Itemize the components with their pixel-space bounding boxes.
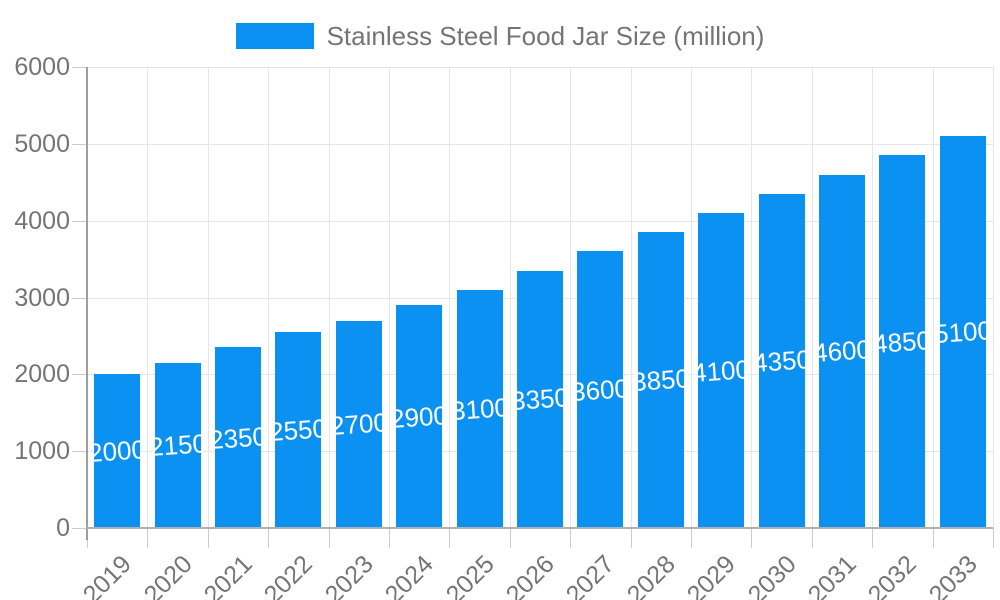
v-gridline (208, 67, 209, 528)
x-axis-label-text: 2023 (319, 550, 379, 600)
v-gridline (691, 67, 692, 528)
bar-value-label: 2700 (328, 407, 389, 442)
x-axis-label-text: 2025 (440, 550, 500, 600)
bar-value-label: 5100 (932, 315, 993, 350)
legend-swatch (235, 23, 314, 49)
legend[interactable]: Stainless Steel Food Jar Size (million) (0, 20, 1000, 52)
v-gridline (933, 67, 934, 528)
x-axis-label-text: 2028 (621, 550, 681, 600)
bar-value-label: 4600 (812, 334, 872, 369)
bar-2030[interactable]: 4350 (752, 193, 811, 528)
bar-value-label: 2550 (268, 413, 329, 448)
bar-2033[interactable]: 5100 (933, 136, 993, 528)
x-axis-label-text: 2033 (923, 550, 983, 600)
x-axis-tick (812, 528, 813, 548)
bar-value-label: 2150 (147, 428, 208, 463)
bar-2031[interactable]: 4600 (812, 174, 872, 528)
bar-value-label: 3350 (510, 382, 570, 417)
y-axis-tick (72, 67, 87, 68)
v-gridline (510, 67, 511, 528)
h-gridline (87, 144, 993, 145)
bar-2022[interactable]: 2550 (268, 332, 328, 528)
x-axis-tick (691, 528, 692, 548)
x-axis-label-text: 2021 (198, 550, 258, 600)
bar-2019[interactable]: 2000 (87, 374, 147, 528)
y-axis-line (86, 67, 88, 540)
x-axis-tick (449, 528, 450, 548)
y-axis-tick (72, 374, 87, 375)
bar-2032[interactable]: 4850 (872, 155, 932, 528)
bar-2025[interactable]: 3100 (450, 289, 509, 528)
x-axis-label-text: 2019 (77, 550, 137, 600)
x-axis-tick (510, 528, 511, 548)
v-gridline (570, 67, 571, 528)
bar-2027[interactable]: 3600 (570, 251, 630, 528)
bar-2020[interactable]: 2150 (148, 362, 207, 528)
x-axis-tick (570, 528, 571, 548)
x-axis-label-text: 2026 (500, 550, 560, 600)
y-axis-label: 2000 (14, 360, 70, 388)
y-axis-label: 1000 (14, 437, 70, 465)
y-axis-tick (72, 221, 87, 222)
y-axis-label: 5000 (14, 130, 70, 158)
x-axis-label-text: 2032 (863, 550, 923, 600)
v-gridline (631, 67, 632, 528)
legend-label: Stainless Steel Food Jar Size (million) (326, 20, 765, 51)
bar-2021[interactable]: 2350 (208, 347, 268, 528)
y-axis-label: 0 (56, 514, 70, 542)
y-axis-label: 4000 (14, 207, 70, 235)
v-gridline (147, 67, 148, 528)
bar-2029[interactable]: 4100 (691, 213, 751, 528)
x-axis-label-text: 2030 (742, 550, 802, 600)
y-axis-tick (72, 528, 87, 529)
bar-value-label: 2000 (87, 434, 148, 469)
x-axis-tick (268, 528, 269, 548)
x-axis-label-text: 2027 (561, 550, 621, 600)
bar-2028[interactable]: 3850 (631, 232, 691, 528)
bar-value-label: 2900 (389, 399, 450, 434)
bar-value-label: 3600 (570, 372, 631, 407)
bar-value-label: 3850 (630, 363, 691, 398)
x-axis-tick (872, 528, 873, 548)
x-axis-label-text: 2029 (681, 550, 741, 600)
v-gridline (872, 67, 873, 528)
v-gridline (449, 67, 450, 528)
v-gridline (993, 67, 994, 528)
bar-2026[interactable]: 3350 (510, 270, 570, 528)
x-axis-tick (147, 528, 148, 548)
bar-value-label: 4850 (872, 324, 933, 359)
bar-value-label: 4100 (691, 353, 752, 388)
h-gridline (87, 67, 993, 68)
bar-2024[interactable]: 2900 (389, 305, 449, 528)
v-gridline (389, 67, 390, 528)
x-axis-label-text: 2022 (259, 550, 319, 600)
v-gridline (329, 67, 330, 528)
bar-2023[interactable]: 2700 (329, 320, 389, 528)
x-axis-label-text: 2031 (802, 550, 862, 600)
x-axis-label-text: 2020 (138, 550, 198, 600)
h-gridline (87, 221, 993, 222)
y-axis-label: 6000 (14, 53, 70, 81)
bar-value-label: 2350 (208, 420, 268, 455)
y-axis-label: 3000 (14, 284, 70, 312)
x-axis-tick (993, 528, 994, 548)
y-axis-tick (72, 298, 87, 299)
x-axis-line (87, 527, 993, 529)
bar-value-label: 4350 (751, 343, 812, 378)
v-gridline (268, 67, 269, 528)
x-axis-tick (208, 528, 209, 548)
x-axis-tick (389, 528, 390, 548)
x-axis-tick (751, 528, 752, 548)
y-axis-tick (72, 451, 87, 452)
x-axis-tick (329, 528, 330, 548)
x-axis-tick (631, 528, 632, 548)
bar-value-label: 3100 (449, 391, 510, 426)
y-axis-tick (72, 144, 87, 145)
x-axis-tick (933, 528, 934, 548)
x-axis-label-text: 2024 (379, 550, 439, 600)
v-gridline (812, 67, 813, 528)
v-gridline (751, 67, 752, 528)
